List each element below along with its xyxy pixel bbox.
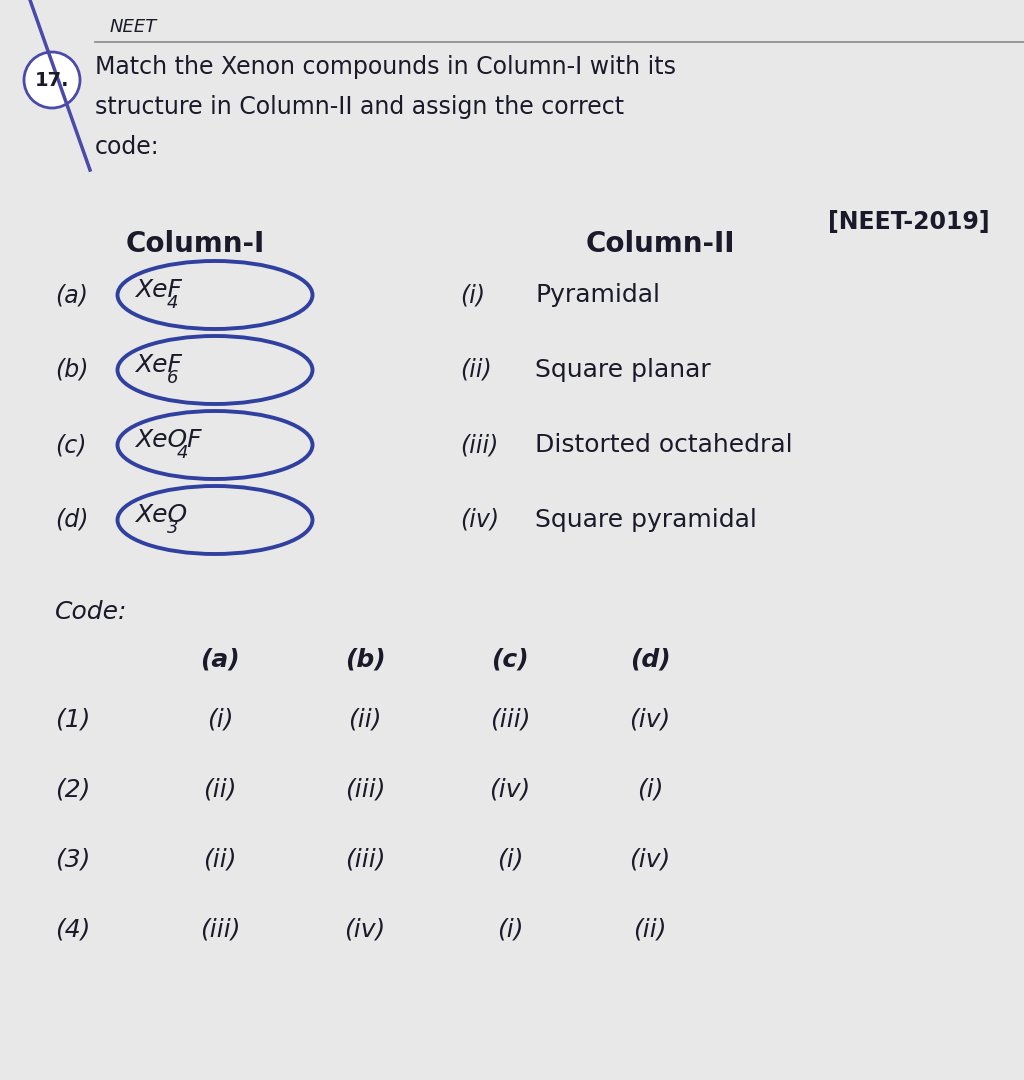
Text: (ii): (ii): [460, 357, 492, 382]
Text: (c): (c): [55, 433, 86, 457]
Text: (iii): (iii): [345, 848, 385, 872]
Text: (i): (i): [497, 918, 523, 942]
Text: XeF: XeF: [135, 278, 182, 302]
Circle shape: [24, 52, 80, 108]
Text: structure in Column-II and assign the correct: structure in Column-II and assign the co…: [95, 95, 624, 119]
Text: 17.: 17.: [35, 70, 70, 90]
Text: (iv): (iv): [460, 508, 499, 532]
Text: NEET: NEET: [110, 18, 158, 36]
Text: [NEET-2019]: [NEET-2019]: [828, 210, 990, 234]
Text: (1): (1): [55, 708, 90, 732]
Text: (iii): (iii): [460, 433, 499, 457]
Text: 4: 4: [167, 294, 178, 312]
Text: XeF: XeF: [135, 353, 182, 377]
Text: 3: 3: [167, 519, 178, 537]
Text: (i): (i): [637, 778, 664, 802]
Text: (c): (c): [492, 648, 528, 672]
Text: Pyramidal: Pyramidal: [535, 283, 660, 307]
Text: 4: 4: [177, 444, 188, 462]
Text: XeO: XeO: [135, 503, 187, 527]
Text: (iii): (iii): [200, 918, 241, 942]
Text: XeOF: XeOF: [135, 428, 202, 453]
Text: 6: 6: [167, 369, 178, 387]
Text: Column-II: Column-II: [586, 230, 735, 258]
Text: (iv): (iv): [489, 778, 530, 802]
Text: (ii): (ii): [203, 848, 237, 872]
Text: (b): (b): [55, 357, 88, 382]
Text: (2): (2): [55, 778, 90, 802]
Text: Column-I: Column-I: [125, 230, 264, 258]
Text: (ii): (ii): [348, 708, 382, 732]
Text: (d): (d): [630, 648, 671, 672]
Text: Code:: Code:: [55, 600, 127, 624]
Text: code:: code:: [95, 135, 160, 159]
Text: Distorted octahedral: Distorted octahedral: [535, 433, 793, 457]
Text: (iii): (iii): [489, 708, 530, 732]
Text: (d): (d): [55, 508, 88, 532]
Text: (iv): (iv): [630, 848, 671, 872]
Text: (ii): (ii): [203, 778, 237, 802]
Text: Square pyramidal: Square pyramidal: [535, 508, 757, 532]
Text: (iv): (iv): [344, 918, 386, 942]
Text: (b): (b): [345, 648, 385, 672]
Text: Match the Xenon compounds in Column-I with its: Match the Xenon compounds in Column-I wi…: [95, 55, 676, 79]
Text: Square planar: Square planar: [535, 357, 711, 382]
Text: (ii): (ii): [633, 918, 667, 942]
Text: (a): (a): [200, 648, 240, 672]
Text: (4): (4): [55, 918, 90, 942]
Text: (iii): (iii): [345, 778, 385, 802]
Text: (a): (a): [55, 283, 88, 307]
Text: (i): (i): [207, 708, 233, 732]
Text: (i): (i): [460, 283, 485, 307]
Text: (iv): (iv): [630, 708, 671, 732]
Text: (3): (3): [55, 848, 90, 872]
Text: (i): (i): [497, 848, 523, 872]
